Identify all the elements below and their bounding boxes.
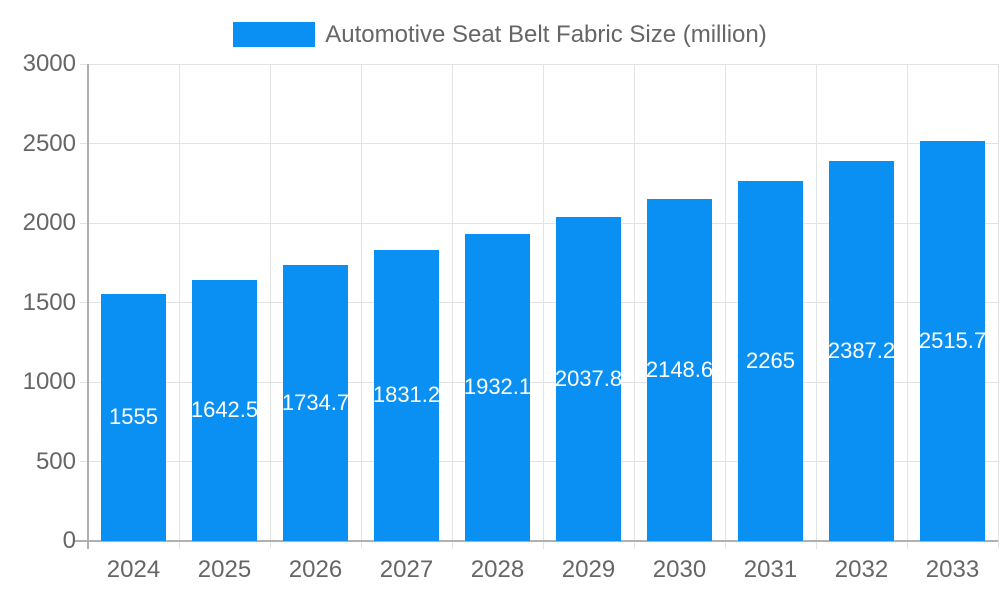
legend-label: Automotive Seat Belt Fabric Size (millio… — [325, 21, 767, 48]
bar-value-label: 2387.2 — [827, 338, 896, 364]
bar-value-label: 2515.7 — [918, 328, 987, 353]
x-gridline — [997, 64, 999, 549]
bar-2024[interactable] — [101, 293, 166, 541]
y-axis-tick-label: 3000 — [22, 50, 76, 77]
x-gridline — [178, 64, 180, 549]
x-axis-tick-label: 2028 — [470, 556, 525, 583]
y-gridline — [80, 143, 998, 144]
x-axis-tick-label: 2029 — [561, 556, 616, 583]
bar-value-label: 1642.5 — [190, 397, 259, 423]
x-gridline — [360, 64, 362, 549]
x-axis-tick-label: 2031 — [743, 556, 798, 583]
x-gridline — [269, 64, 271, 549]
y-axis-tick-label: 1500 — [22, 288, 76, 316]
y-axis-line — [87, 64, 89, 549]
bar-2025[interactable] — [192, 279, 257, 541]
x-axis-tick-label: 2032 — [834, 556, 889, 583]
y-gridline — [80, 302, 998, 303]
y-axis-tick-label: 2000 — [22, 209, 76, 236]
bar-2028[interactable] — [465, 233, 530, 541]
bar-value-label: 2265 — [746, 347, 795, 373]
x-axis-tick-label: 2025 — [197, 556, 252, 583]
x-axis-tick-label: 2027 — [379, 556, 434, 583]
x-axis-tick-label: 2033 — [925, 556, 980, 583]
x-gridline — [815, 64, 817, 549]
bar-2027[interactable] — [374, 249, 439, 541]
y-axis-tick-label: 2500 — [22, 129, 76, 157]
y-axis-tick-label: 1000 — [22, 368, 76, 395]
bar-2029[interactable] — [556, 216, 621, 541]
x-gridline — [633, 64, 635, 549]
y-gridline — [80, 461, 998, 462]
y-axis-tick-label: 500 — [35, 447, 76, 475]
bar-value-label: 2037.8 — [554, 365, 623, 391]
bar-2033[interactable] — [920, 141, 985, 541]
bar-2030[interactable] — [647, 199, 712, 541]
legend: Automotive Seat Belt Fabric Size (millio… — [0, 22, 1000, 47]
bar-value-label: 1932.1 — [463, 374, 532, 400]
x-axis-line — [75, 540, 998, 542]
bar-value-label: 2148.6 — [645, 357, 714, 383]
bar-value-label: 1831.2 — [372, 382, 441, 408]
x-axis-tick-label: 2024 — [106, 556, 161, 583]
y-gridline — [80, 381, 998, 383]
legend-swatch — [233, 22, 316, 47]
x-gridline — [542, 64, 544, 549]
bar-2032[interactable] — [829, 161, 894, 541]
x-gridline — [451, 64, 453, 549]
y-axis-tick-label: 0 — [62, 527, 76, 554]
bar-value-label: 1555 — [109, 404, 158, 430]
legend-item[interactable]: Automotive Seat Belt Fabric Size (millio… — [233, 22, 767, 47]
x-gridline — [906, 64, 908, 549]
bar-2026[interactable] — [283, 265, 348, 541]
y-gridline — [80, 63, 998, 65]
x-axis-tick-label: 2030 — [652, 556, 707, 583]
x-axis-tick-label: 2026 — [288, 556, 343, 583]
bar-2031[interactable] — [738, 180, 803, 541]
bar-value-label: 1734.7 — [281, 390, 350, 416]
y-gridline — [80, 222, 998, 224]
x-gridline — [724, 64, 726, 549]
